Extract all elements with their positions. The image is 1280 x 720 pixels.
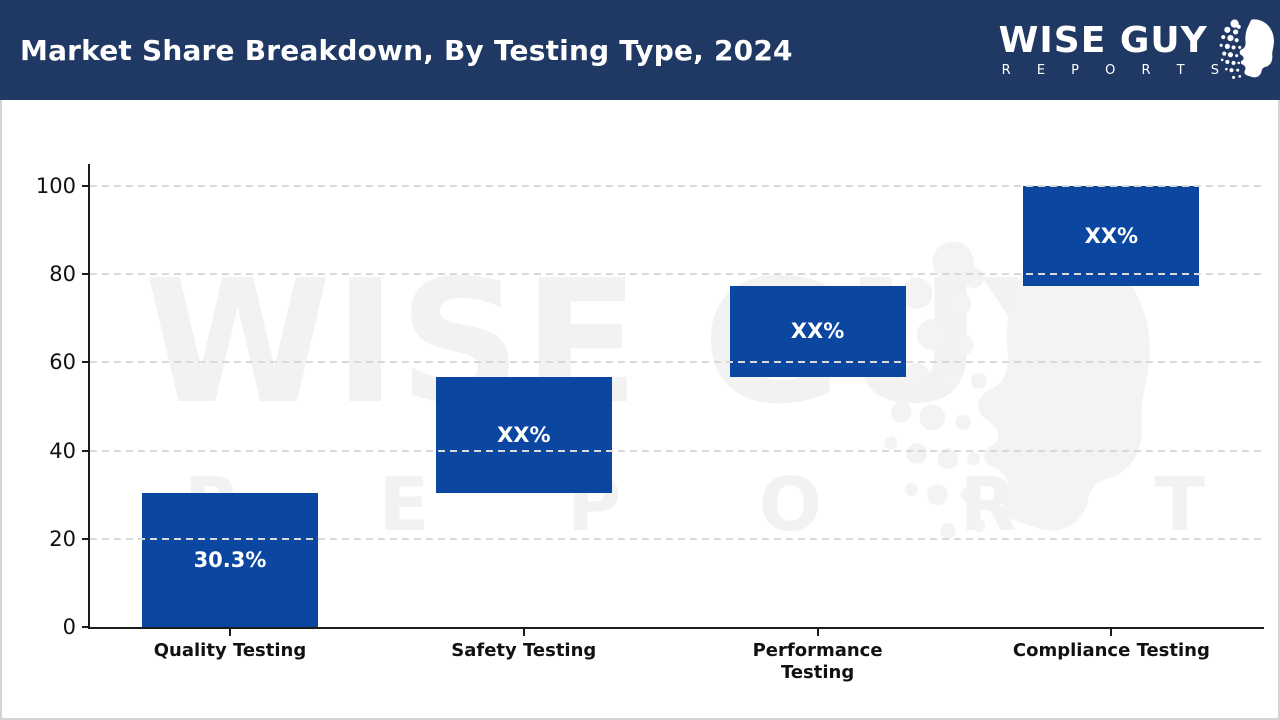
header-bar: Market Share Breakdown, By Testing Type,… <box>0 0 1280 100</box>
brand-name: WISE GUY <box>998 19 1208 61</box>
bar-value-label: XX% <box>790 319 845 344</box>
x-axis-tick <box>816 629 819 636</box>
bar-value-label: XX% <box>497 423 551 448</box>
grid-line <box>90 537 1264 540</box>
y-axis-tick <box>82 273 89 276</box>
y-axis-tick <box>82 361 89 364</box>
brand-logo: WISE GUY R E P O R T S <box>999 16 1278 84</box>
y-tick-label: 20 <box>49 526 76 551</box>
y-axis-tick <box>82 537 89 540</box>
grid-line <box>90 185 1264 187</box>
x-category-label-line: Compliance Testing <box>1012 640 1210 661</box>
watermark-brand-name: WISE GUY <box>144 244 1110 442</box>
y-tick-label: 40 <box>49 438 76 463</box>
y-axis-tick <box>82 449 89 452</box>
x-category-label-line: Performance <box>752 640 883 661</box>
x-category-label-line: Quality Testing <box>153 640 307 661</box>
grid-line <box>90 273 1264 276</box>
brand-tagline: R E P O R T S <box>1001 62 1230 78</box>
page-title: Market Share Breakdown, By Testing Type,… <box>20 33 793 67</box>
wiseguy-head-icon <box>1219 19 1274 79</box>
x-axis-tick <box>229 629 231 636</box>
bar <box>435 376 612 494</box>
x-category-label-line: Safety Testing <box>451 640 597 661</box>
y-tick-label: 60 <box>49 350 76 375</box>
x-category-label: Quality Testing <box>115 640 345 662</box>
y-tick-label: 0 <box>62 615 76 639</box>
grid-line <box>90 361 1264 364</box>
watermark-brand-tagline: R E P O R T S <box>184 462 1278 548</box>
x-category-label: Safety Testing <box>409 640 639 662</box>
x-category-label: Compliance Testing <box>996 640 1226 662</box>
x-category-label-line: Testing <box>780 661 855 683</box>
y-axis-tick <box>82 626 89 628</box>
x-axis-tick <box>522 629 525 636</box>
bar-value-label: 30.3% <box>193 548 267 573</box>
bar-value-label: XX% <box>1084 223 1139 248</box>
y-tick-label: 100 <box>35 174 76 198</box>
y-tick-label: 80 <box>49 262 76 287</box>
y-axis-tick <box>82 185 89 187</box>
x-axis-tick <box>1110 629 1113 636</box>
bar <box>142 493 318 627</box>
y-axis-line <box>88 164 90 629</box>
x-axis-line <box>88 627 1264 629</box>
grid-line <box>90 449 1264 452</box>
x-category-label: Performance Testing <box>703 640 933 683</box>
